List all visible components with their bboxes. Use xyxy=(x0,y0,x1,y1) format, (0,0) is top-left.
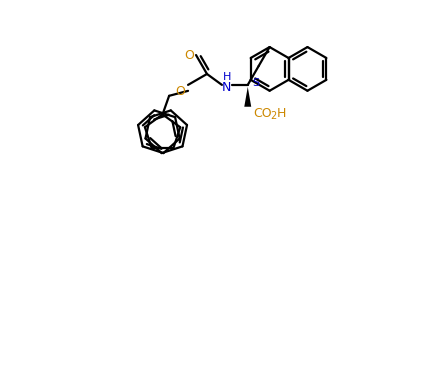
Text: 2: 2 xyxy=(271,111,277,121)
Polygon shape xyxy=(244,87,251,107)
Text: H: H xyxy=(223,72,231,82)
Text: H: H xyxy=(277,107,286,120)
Text: CO: CO xyxy=(254,107,272,120)
Text: O: O xyxy=(184,48,194,61)
Text: N: N xyxy=(222,81,232,94)
Text: O: O xyxy=(175,85,185,99)
Text: S: S xyxy=(253,78,260,88)
